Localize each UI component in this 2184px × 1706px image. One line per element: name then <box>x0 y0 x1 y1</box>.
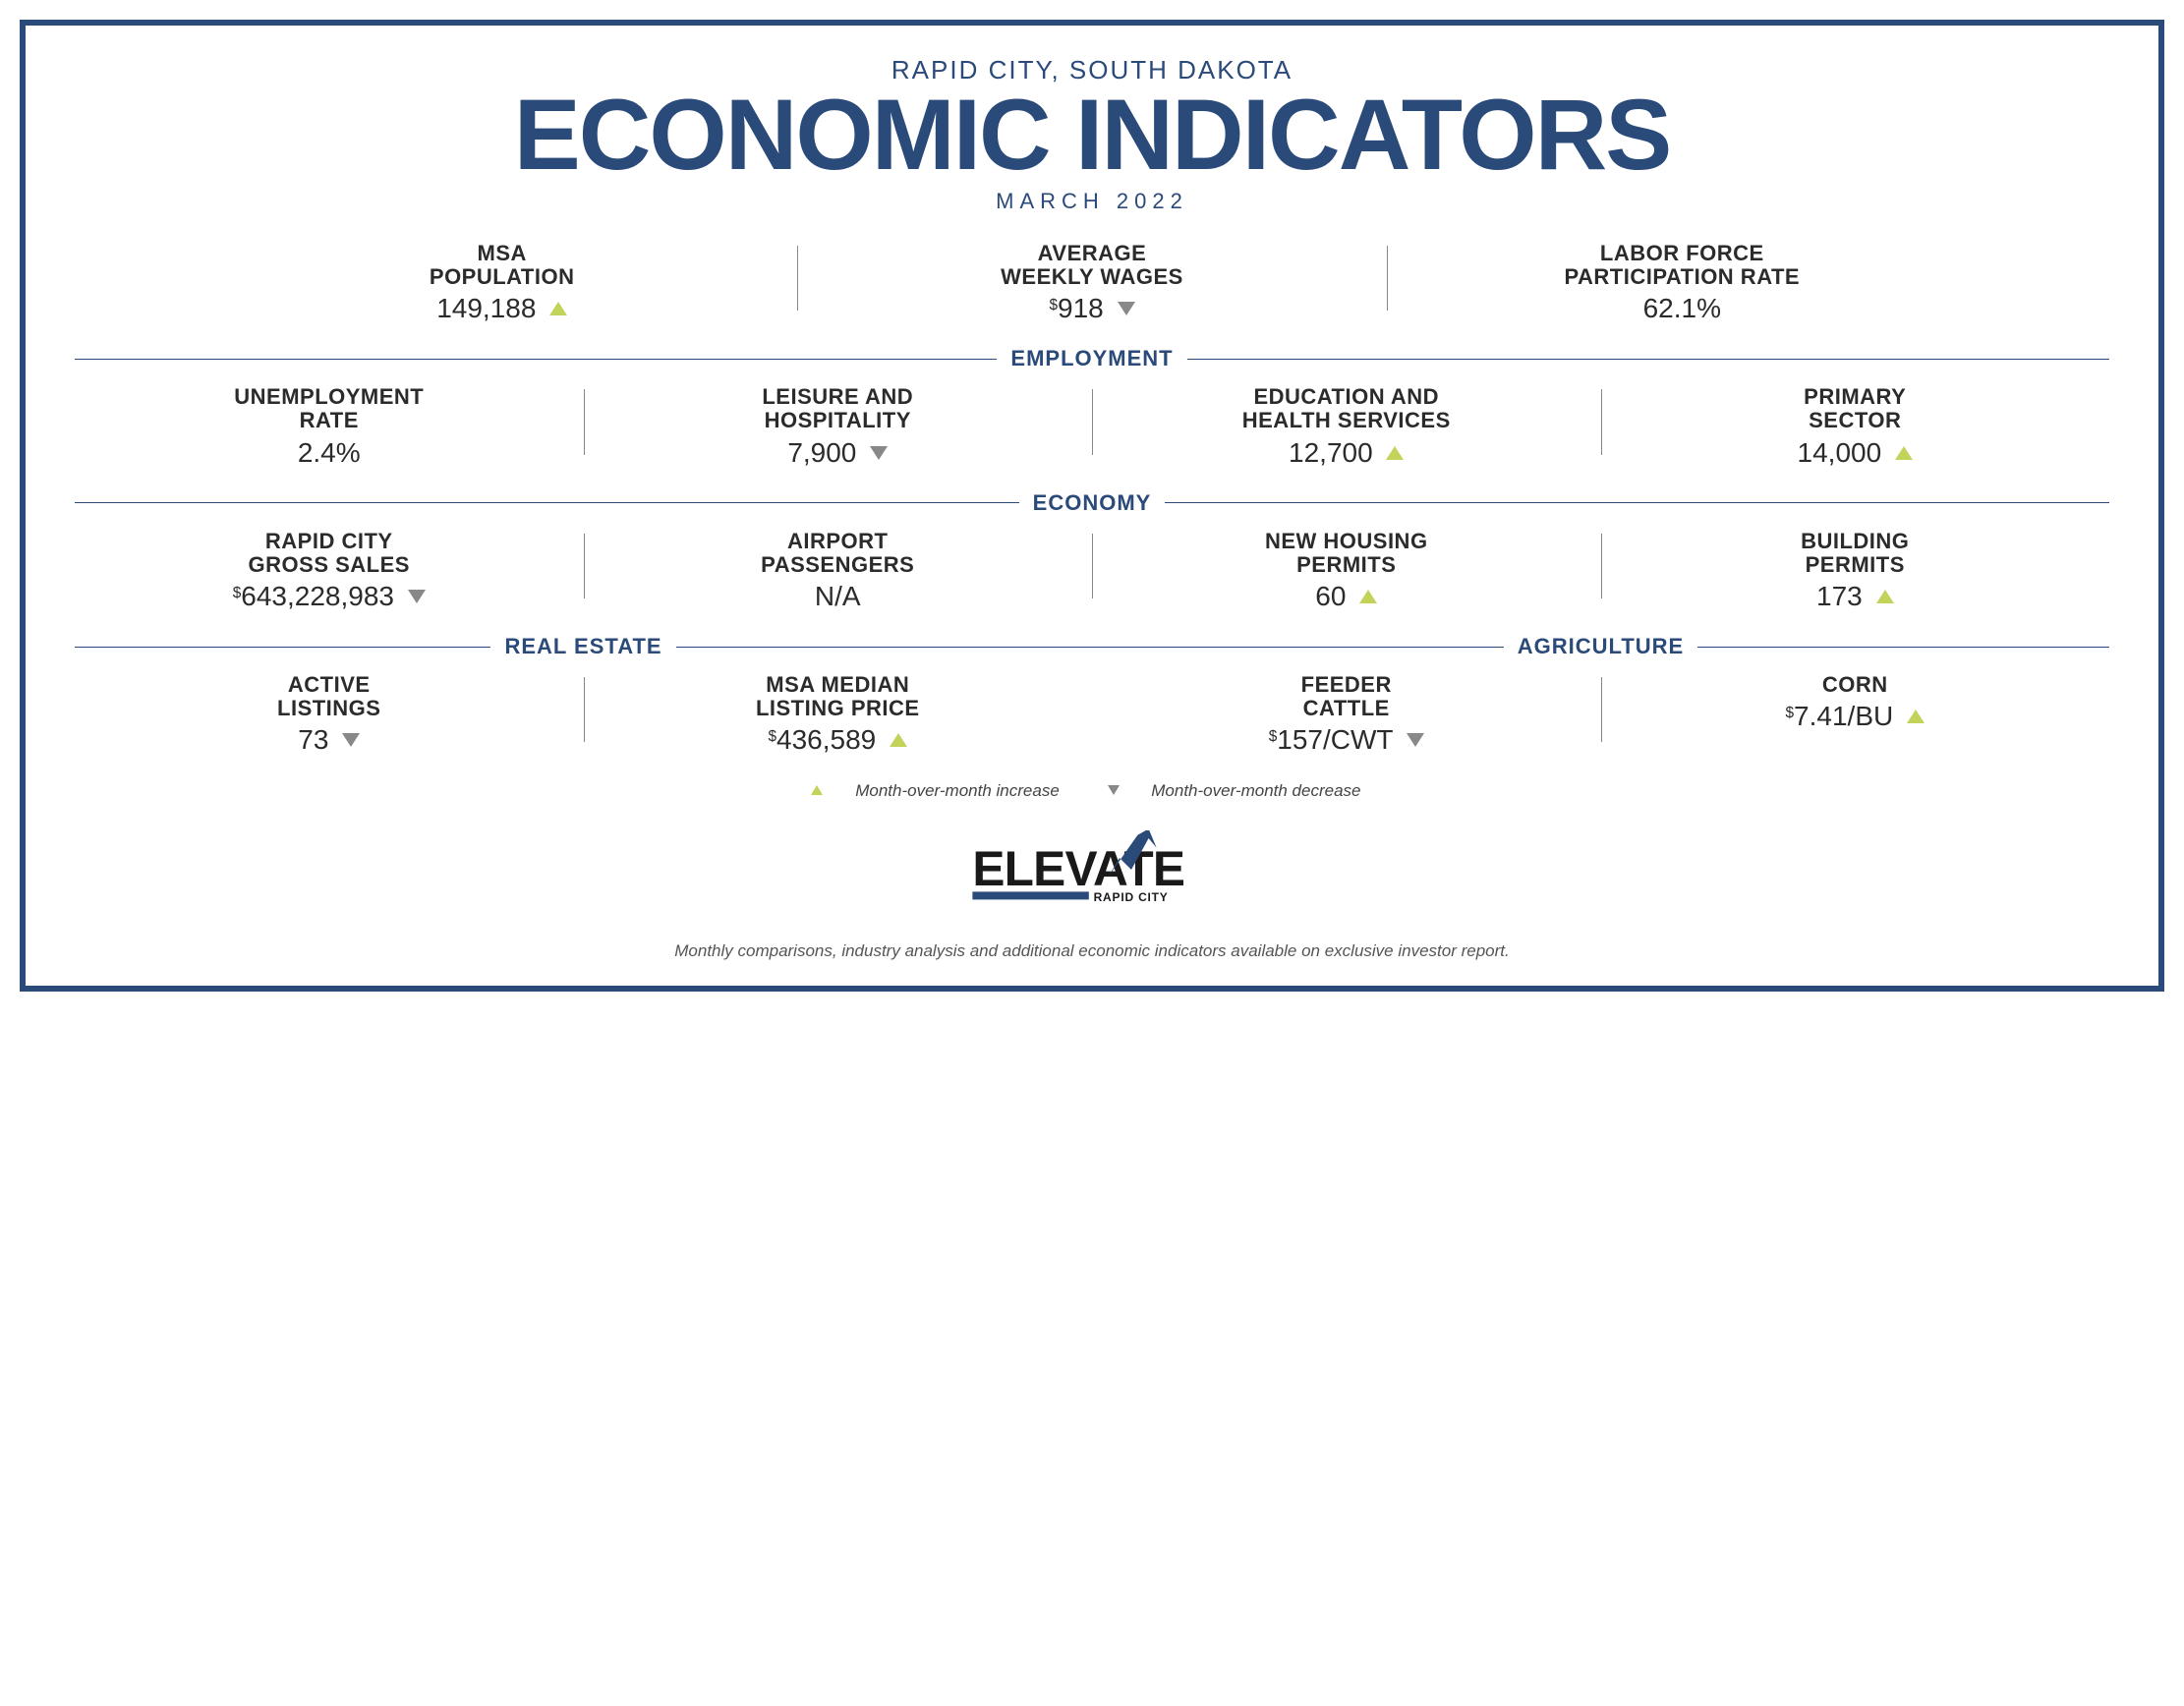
metric-label: GROSS SALES <box>85 553 574 577</box>
metric-cell: RAPID CITY GROSS SALES $643,228,983 <box>75 522 584 620</box>
metric-value: $643,228,983 <box>85 581 574 612</box>
metric-value: $918 <box>807 293 1377 324</box>
infographic-frame: RAPID CITY, SOUTH DAKOTA ECONOMIC INDICA… <box>20 20 2164 992</box>
metric-label: RAPID CITY <box>85 530 574 553</box>
elevate-logo: ELEVATE RAPID CITY <box>75 830 2109 922</box>
section-header-economy: ECONOMY <box>75 490 2109 516</box>
metric-label: LISTING PRICE <box>594 697 1083 720</box>
metric-label: PRIMARY <box>1611 385 2100 409</box>
metric-value: 7,900 <box>594 437 1083 469</box>
up-triangle-icon <box>1359 590 1377 603</box>
economy-row: RAPID CITY GROSS SALES $643,228,983 AIRP… <box>75 522 2109 620</box>
metric-label: POPULATION <box>217 265 787 289</box>
metric-value: 12,700 <box>1102 437 1591 469</box>
up-triangle-icon <box>549 302 567 315</box>
section-title-agriculture: AGRICULTURE <box>1518 634 1684 659</box>
down-triangle-icon <box>1407 733 1424 747</box>
logo-subtext: RAPID CITY <box>1094 890 1169 904</box>
metric-cell: EDUCATION AND HEALTH SERVICES 12,700 <box>1092 377 1601 476</box>
metric-cell: LEISURE AND HOSPITALITY 7,900 <box>584 377 1093 476</box>
metric-value: 60 <box>1102 581 1591 612</box>
split-row: REAL ESTATE ACTIVE LISTINGS 73 MSA MEDIA… <box>75 620 2109 764</box>
metric-label: FEEDER <box>1102 673 1591 697</box>
employment-row: UNEMPLOYMENT RATE 2.4% LEISURE AND HOSPI… <box>75 377 2109 476</box>
real-estate-row: ACTIVE LISTINGS 73 MSA MEDIAN LISTING PR… <box>75 665 1092 764</box>
metric-label: AIRPORT <box>594 530 1083 553</box>
main-title: ECONOMIC INDICATORS <box>75 87 2109 183</box>
metric-label: AVERAGE <box>807 242 1377 265</box>
metric-label: LEISURE AND <box>594 385 1083 409</box>
logo-block: ELEVATE RAPID CITY <box>75 830 2109 922</box>
down-triangle-icon <box>1118 302 1135 315</box>
up-triangle-icon <box>1876 590 1894 603</box>
metric-value: $7.41/BU <box>1611 701 2100 732</box>
metric-cell: NEW HOUSING PERMITS 60 <box>1092 522 1601 620</box>
metric-label: MSA MEDIAN <box>594 673 1083 697</box>
logo-text: ELEVATE <box>972 841 1184 896</box>
legend: Month-over-month increase Month-over-mon… <box>75 781 2109 801</box>
metric-label: WEEKLY WAGES <box>807 265 1377 289</box>
metric-label: HOSPITALITY <box>594 409 1083 432</box>
metric-value: $157/CWT <box>1102 724 1591 756</box>
metric-label: PARTICIPATION RATE <box>1397 265 1967 289</box>
legend-decrease: Month-over-month decrease <box>1151 781 1360 800</box>
header-block: RAPID CITY, SOUTH DAKOTA ECONOMIC INDICA… <box>75 55 2109 214</box>
metric-label: MSA <box>217 242 787 265</box>
metric-cell: PRIMARY SECTOR 14,000 <box>1601 377 2110 476</box>
down-triangle-icon <box>342 733 360 747</box>
metric-cell: LABOR FORCE PARTICIPATION RATE 62.1% <box>1387 234 1977 332</box>
agriculture-row: FEEDER CATTLE $157/CWT CORN $7.41/BU <box>1092 665 2109 764</box>
down-triangle-icon <box>408 590 426 603</box>
metric-cell: BUILDING PERMITS 173 <box>1601 522 2110 620</box>
up-triangle-icon <box>890 733 907 747</box>
metric-cell: AIRPORT PASSENGERS N/A <box>584 522 1093 620</box>
metric-value: 173 <box>1611 581 2100 612</box>
footer-note: Monthly comparisons, industry analysis a… <box>75 941 2109 961</box>
metric-value: N/A <box>594 581 1083 612</box>
up-triangle-icon <box>1895 446 1913 460</box>
top-metrics-row: MSA POPULATION 149,188 AVERAGE WEEKLY WA… <box>75 234 2109 332</box>
metric-value: 2.4% <box>85 437 574 469</box>
metric-value: 149,188 <box>217 293 787 324</box>
metric-cell: CORN $7.41/BU <box>1601 665 2110 764</box>
metric-label: CATTLE <box>1102 697 1591 720</box>
section-title-employment: EMPLOYMENT <box>1010 346 1173 371</box>
metric-label: BUILDING <box>1611 530 2100 553</box>
section-header-real-estate: REAL ESTATE <box>75 634 1092 659</box>
metric-cell: MSA POPULATION 149,188 <box>207 234 797 332</box>
metric-cell: FEEDER CATTLE $157/CWT <box>1092 665 1601 764</box>
metric-label: EDUCATION AND <box>1102 385 1591 409</box>
metric-value: $436,589 <box>594 724 1083 756</box>
metric-label: PERMITS <box>1102 553 1591 577</box>
section-header-employment: EMPLOYMENT <box>75 346 2109 371</box>
metric-label: LISTINGS <box>85 697 574 720</box>
metric-label: LABOR FORCE <box>1397 242 1967 265</box>
metric-label: ACTIVE <box>85 673 574 697</box>
metric-label: PERMITS <box>1611 553 2100 577</box>
metric-value: 62.1% <box>1397 293 1967 324</box>
metric-label: SECTOR <box>1611 409 2100 432</box>
metric-cell: MSA MEDIAN LISTING PRICE $436,589 <box>584 665 1093 764</box>
metric-cell: UNEMPLOYMENT RATE 2.4% <box>75 377 584 476</box>
metric-label: CORN <box>1611 673 2100 697</box>
section-header-agriculture: AGRICULTURE <box>1092 634 2109 659</box>
section-title-economy: ECONOMY <box>1033 490 1152 516</box>
metric-label: RATE <box>85 409 574 432</box>
metric-label: PASSENGERS <box>594 553 1083 577</box>
up-triangle-icon <box>811 785 823 795</box>
metric-label: NEW HOUSING <box>1102 530 1591 553</box>
down-triangle-icon <box>870 446 888 460</box>
legend-increase: Month-over-month increase <box>855 781 1060 800</box>
metric-value: 73 <box>85 724 574 756</box>
metric-cell: ACTIVE LISTINGS 73 <box>75 665 584 764</box>
section-title-real-estate: REAL ESTATE <box>504 634 661 659</box>
metric-label: HEALTH SERVICES <box>1102 409 1591 432</box>
metric-label: UNEMPLOYMENT <box>85 385 574 409</box>
up-triangle-icon <box>1907 710 1925 723</box>
up-triangle-icon <box>1386 446 1404 460</box>
report-date: MARCH 2022 <box>75 189 2109 214</box>
metric-value: 14,000 <box>1611 437 2100 469</box>
metric-cell: AVERAGE WEEKLY WAGES $918 <box>797 234 1387 332</box>
down-triangle-icon <box>1108 785 1120 795</box>
